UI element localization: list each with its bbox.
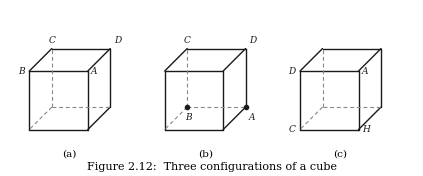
Text: B: B (185, 113, 192, 122)
Text: (c): (c) (333, 150, 348, 159)
Text: A: A (249, 113, 255, 122)
Text: C: C (184, 36, 191, 45)
Text: C: C (288, 125, 296, 134)
Text: H: H (362, 125, 370, 134)
Text: C: C (48, 36, 55, 45)
Text: B: B (18, 67, 25, 76)
Text: A: A (91, 67, 98, 76)
Text: D: D (114, 36, 121, 45)
Text: (a): (a) (63, 150, 77, 159)
Text: D: D (249, 36, 256, 45)
Text: Figure 2.12:  Three configurations of a cube: Figure 2.12: Three configurations of a c… (86, 162, 337, 172)
Text: D: D (288, 67, 296, 76)
Text: (b): (b) (198, 150, 213, 159)
Text: A: A (362, 67, 368, 76)
